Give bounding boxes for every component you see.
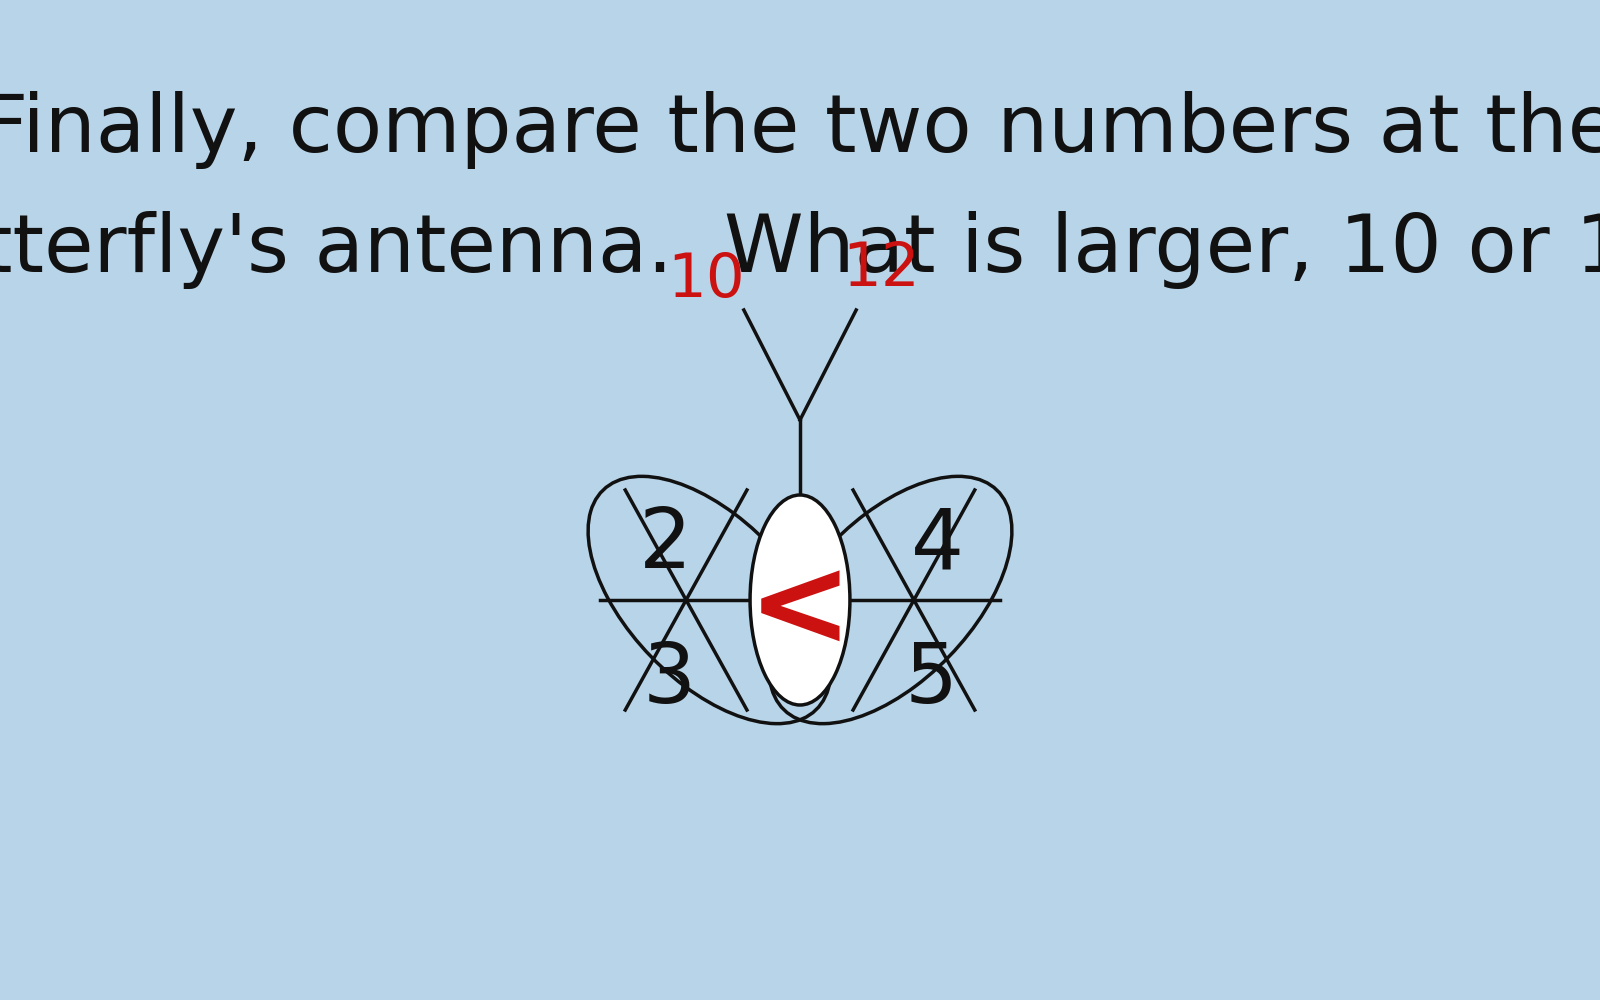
Text: butterfly's antenna.  What is larger, 10 or 12?: butterfly's antenna. What is larger, 10 …: [0, 211, 1600, 289]
Text: 3: 3: [643, 640, 696, 720]
Text: 10: 10: [667, 250, 746, 310]
Text: 2: 2: [640, 504, 693, 585]
Ellipse shape: [750, 495, 850, 705]
Text: Finally, compare the two numbers at the: Finally, compare the two numbers at the: [0, 91, 1600, 169]
Text: 12: 12: [842, 240, 920, 300]
Text: 4: 4: [910, 504, 963, 585]
Text: <: <: [747, 550, 853, 670]
Text: 5: 5: [904, 640, 957, 720]
